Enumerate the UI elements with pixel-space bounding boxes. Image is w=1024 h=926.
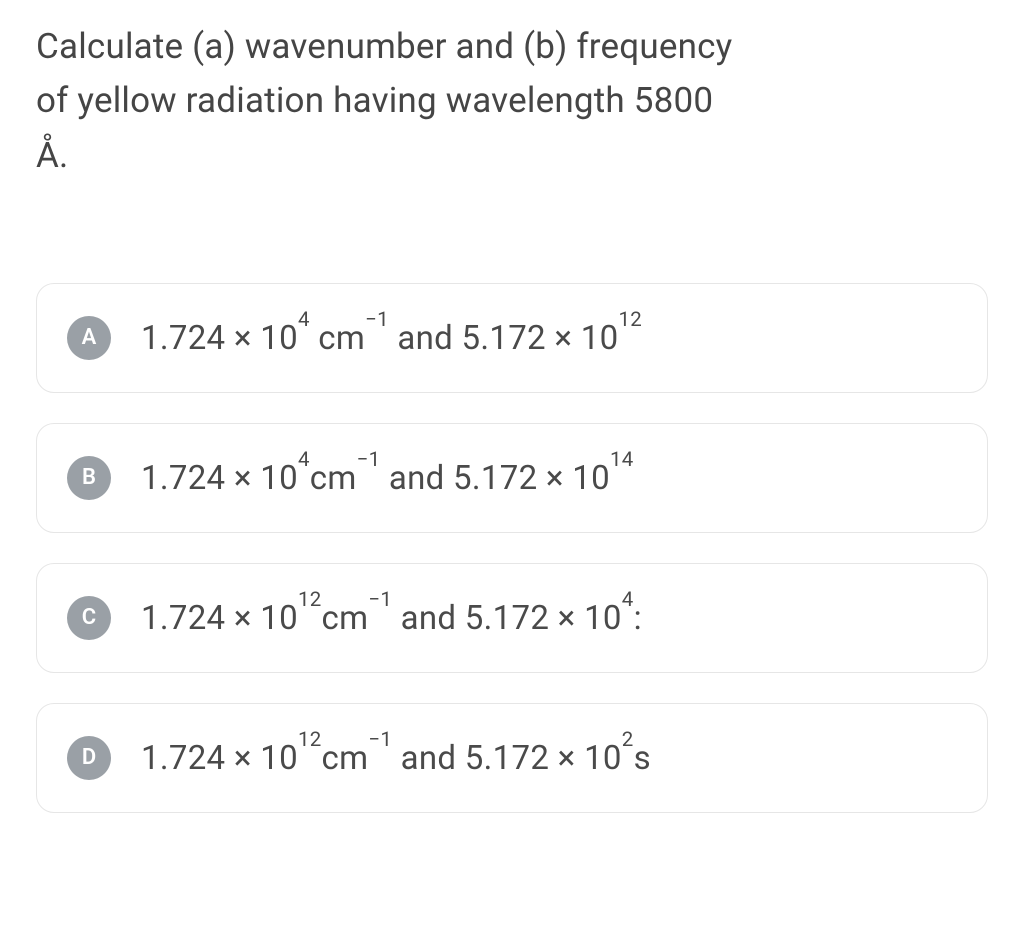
question-line-2: of yellow radiation having wavelength 58…	[36, 80, 713, 121]
question-line-1: Calculate (a) wavenumber and (b) frequen…	[36, 26, 732, 67]
option-answer: 1.724 × 104cm−1 and 5.172 × 1014	[141, 458, 634, 498]
question-text: Calculate (a) wavenumber and (b) frequen…	[36, 20, 988, 183]
option-a[interactable]: A 1.724 × 104 cm−1 and 5.172 × 1012	[36, 283, 988, 393]
option-b[interactable]: B 1.724 × 104cm−1 and 5.172 × 1014	[36, 423, 988, 533]
option-c[interactable]: C 1.724 × 1012cm−1 and 5.172 × 104:	[36, 563, 988, 673]
option-badge: A	[67, 316, 111, 360]
option-d[interactable]: D 1.724 × 1012cm−1 and 5.172 × 102s	[36, 703, 988, 813]
options-list: A 1.724 × 104 cm−1 and 5.172 × 1012 B 1.…	[36, 283, 988, 813]
option-badge: B	[67, 456, 111, 500]
question-line-3: Å.	[36, 135, 68, 176]
option-badge: D	[67, 736, 111, 780]
option-answer: 1.724 × 104 cm−1 and 5.172 × 1012	[141, 318, 642, 358]
option-badge: C	[67, 596, 111, 640]
option-answer: 1.724 × 1012cm−1 and 5.172 × 104:	[141, 598, 642, 638]
option-answer: 1.724 × 1012cm−1 and 5.172 × 102s	[141, 738, 651, 778]
